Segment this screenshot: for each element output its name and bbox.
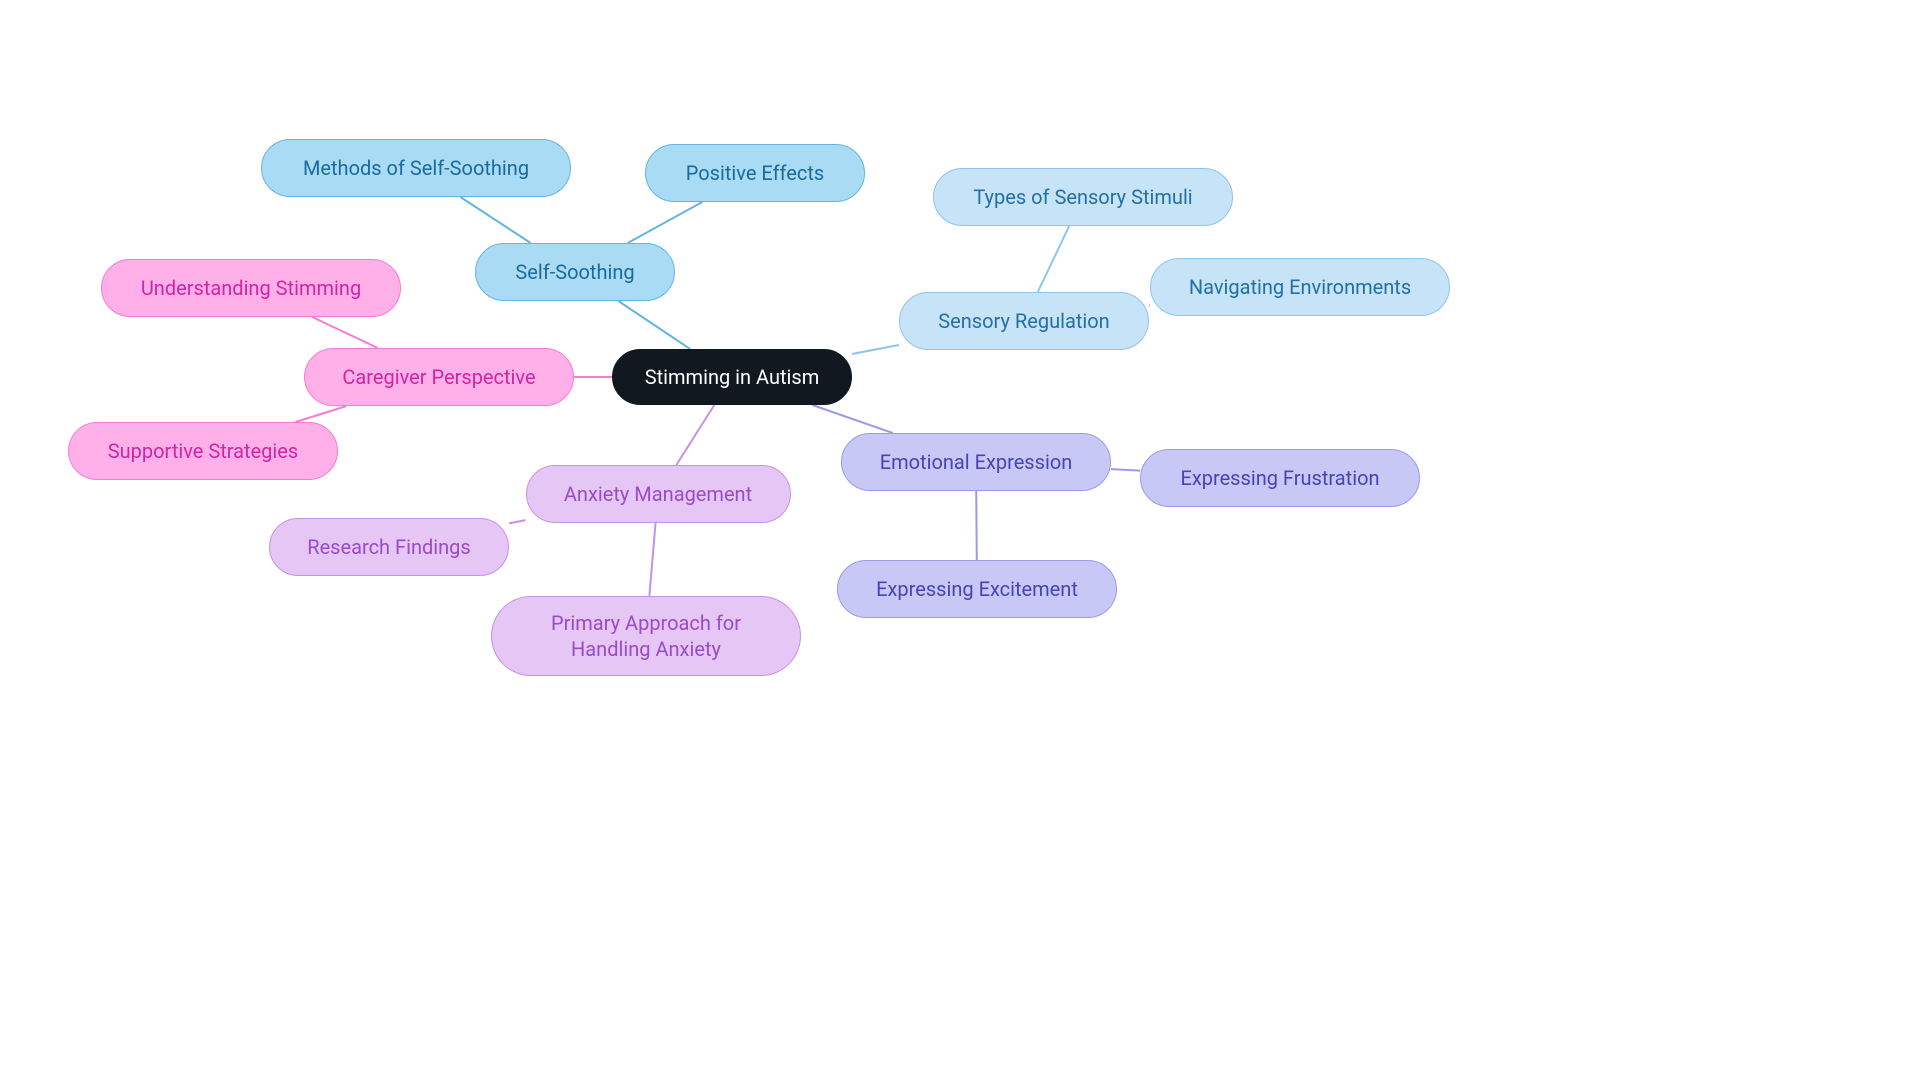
node-positive-effects: Positive Effects	[645, 144, 865, 202]
node-navigating-env: Navigating Environments	[1150, 258, 1450, 316]
node-primary-approach: Primary Approach for Handling Anxiety	[491, 596, 801, 676]
node-methods-self-soothing: Methods of Self-Soothing	[261, 139, 571, 197]
node-expressing-frustration: Expressing Frustration	[1140, 449, 1420, 507]
node-emotional-expression: Emotional Expression	[841, 433, 1111, 491]
node-root: Stimming in Autism	[612, 349, 852, 405]
node-expressing-excitement: Expressing Excitement	[837, 560, 1117, 618]
node-research-findings: Research Findings	[269, 518, 509, 576]
node-understanding-stimming: Understanding Stimming	[101, 259, 401, 317]
node-types-sensory: Types of Sensory Stimuli	[933, 168, 1233, 226]
node-caregiver-perspective: Caregiver Perspective	[304, 348, 574, 406]
node-self-soothing: Self-Soothing	[475, 243, 675, 301]
node-anxiety-management: Anxiety Management	[526, 465, 791, 523]
node-sensory-regulation: Sensory Regulation	[899, 292, 1149, 350]
node-supportive-strategies: Supportive Strategies	[68, 422, 338, 480]
